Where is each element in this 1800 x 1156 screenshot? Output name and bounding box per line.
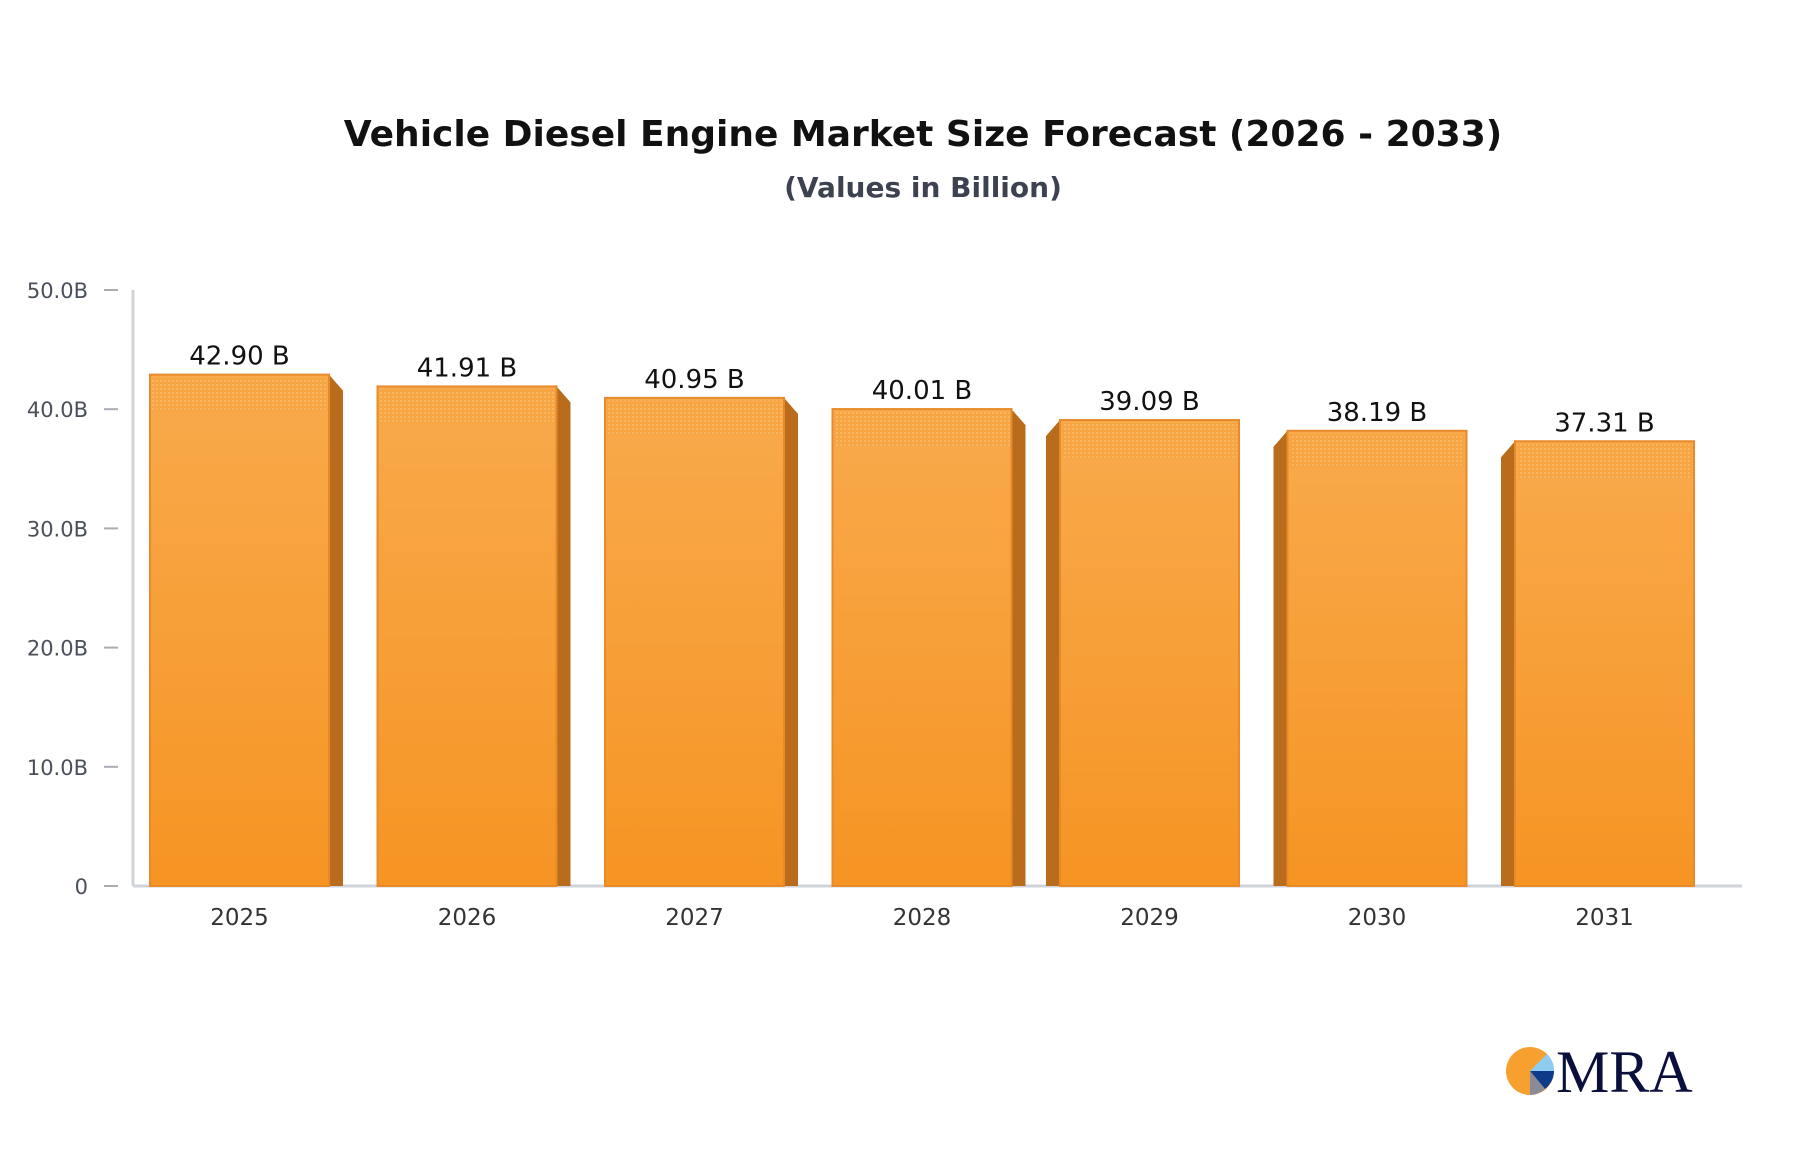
x-tick-label: 2029 — [1120, 905, 1179, 931]
chart-title: Vehicle Diesel Engine Market Size Foreca… — [344, 114, 1503, 155]
x-tick-label: 2027 — [665, 905, 724, 931]
bar-2030: 38.19 B 2030 — [1273, 398, 1468, 931]
bar-side — [1011, 409, 1026, 886]
bar-side — [1273, 430, 1288, 886]
bar-side — [1501, 441, 1515, 886]
bar-front — [1514, 440, 1695, 887]
bar-top-texture — [152, 377, 327, 412]
bar-2029: 39.09 B 2029 — [1046, 387, 1240, 931]
bar-top-texture — [1289, 433, 1465, 468]
y-tick-label: 30.0B — [27, 517, 88, 541]
bar-side — [784, 397, 798, 886]
y-tick-label: 0 — [75, 875, 88, 899]
bar-front — [149, 373, 330, 887]
data-label: 40.95 B — [644, 365, 745, 395]
data-label: 38.19 B — [1327, 398, 1428, 428]
bar-top-texture — [607, 400, 782, 435]
bar-2027: 40.95 B 2027 — [604, 365, 798, 931]
bar-front — [1286, 429, 1468, 887]
bar-side — [556, 386, 571, 886]
bar-top-texture — [834, 412, 1010, 447]
bar-2031: 37.31 B 2031 — [1501, 408, 1695, 931]
mra-logo: MRA — [1506, 1039, 1693, 1105]
bar-front — [1059, 419, 1240, 887]
x-tick-label: 2031 — [1575, 905, 1634, 931]
y-tick-label: 50.0B — [27, 279, 88, 303]
x-tick-label: 2025 — [210, 905, 269, 931]
bar-side — [329, 374, 343, 886]
bar-2026: 41.91 B 2026 — [376, 353, 571, 931]
x-tick-label: 2026 — [438, 905, 497, 931]
bar-top-texture — [1517, 444, 1692, 479]
x-tick-label: 2030 — [1348, 905, 1407, 931]
data-label: 42.90 B — [189, 342, 290, 372]
bar-side — [1046, 420, 1060, 886]
y-tick-label: 10.0B — [27, 756, 88, 780]
bar-front — [376, 385, 558, 887]
bar-front — [604, 396, 785, 887]
logo-text: MRA — [1556, 1039, 1693, 1105]
bar-2028: 40.01 B 2028 — [831, 376, 1026, 931]
bar-top-texture — [379, 389, 555, 424]
data-label: 40.01 B — [872, 376, 973, 406]
data-label: 39.09 B — [1099, 387, 1200, 417]
bar-2025: 42.90 B 2025 — [149, 342, 343, 931]
bar-front — [831, 408, 1013, 887]
y-tick-label: 40.0B — [27, 398, 88, 422]
chart-subtitle: (Values in Billion) — [784, 171, 1062, 204]
data-label: 37.31 B — [1554, 408, 1655, 438]
bar-top-texture — [1062, 423, 1237, 458]
x-tick-label: 2028 — [893, 905, 952, 931]
y-tick-label: 20.0B — [27, 637, 88, 661]
data-label: 41.91 B — [417, 353, 518, 383]
